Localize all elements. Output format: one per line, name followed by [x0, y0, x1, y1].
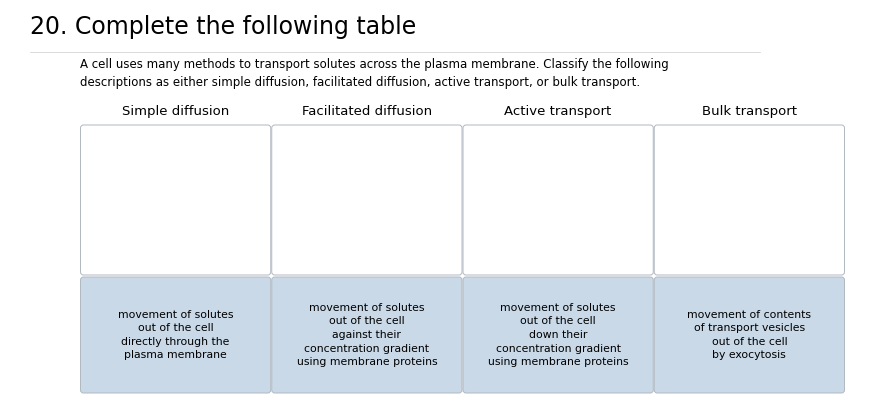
Text: Active transport: Active transport	[505, 105, 612, 118]
Text: movement of solutes
out of the cell
down their
concentration gradient
using memb: movement of solutes out of the cell down…	[488, 303, 628, 367]
FancyBboxPatch shape	[272, 277, 462, 393]
Text: 20. Complete the following table: 20. Complete the following table	[30, 15, 416, 39]
Text: movement of solutes
out of the cell
directly through the
plasma membrane: movement of solutes out of the cell dire…	[118, 310, 234, 360]
FancyBboxPatch shape	[80, 277, 270, 393]
Text: Bulk transport: Bulk transport	[702, 105, 797, 118]
FancyBboxPatch shape	[654, 277, 844, 393]
FancyBboxPatch shape	[80, 125, 270, 275]
FancyBboxPatch shape	[654, 125, 844, 275]
Text: A cell uses many methods to transport solutes across the plasma membrane. Classi: A cell uses many methods to transport so…	[80, 58, 668, 89]
Text: Facilitated diffusion: Facilitated diffusion	[302, 105, 432, 118]
Text: movement of contents
of transport vesicles
out of the cell
by exocytosis: movement of contents of transport vesicl…	[688, 310, 811, 360]
Text: movement of solutes
out of the cell
against their
concentration gradient
using m: movement of solutes out of the cell agai…	[297, 303, 438, 367]
FancyBboxPatch shape	[463, 125, 654, 275]
Text: Simple diffusion: Simple diffusion	[122, 105, 229, 118]
FancyBboxPatch shape	[463, 277, 654, 393]
FancyBboxPatch shape	[272, 125, 462, 275]
